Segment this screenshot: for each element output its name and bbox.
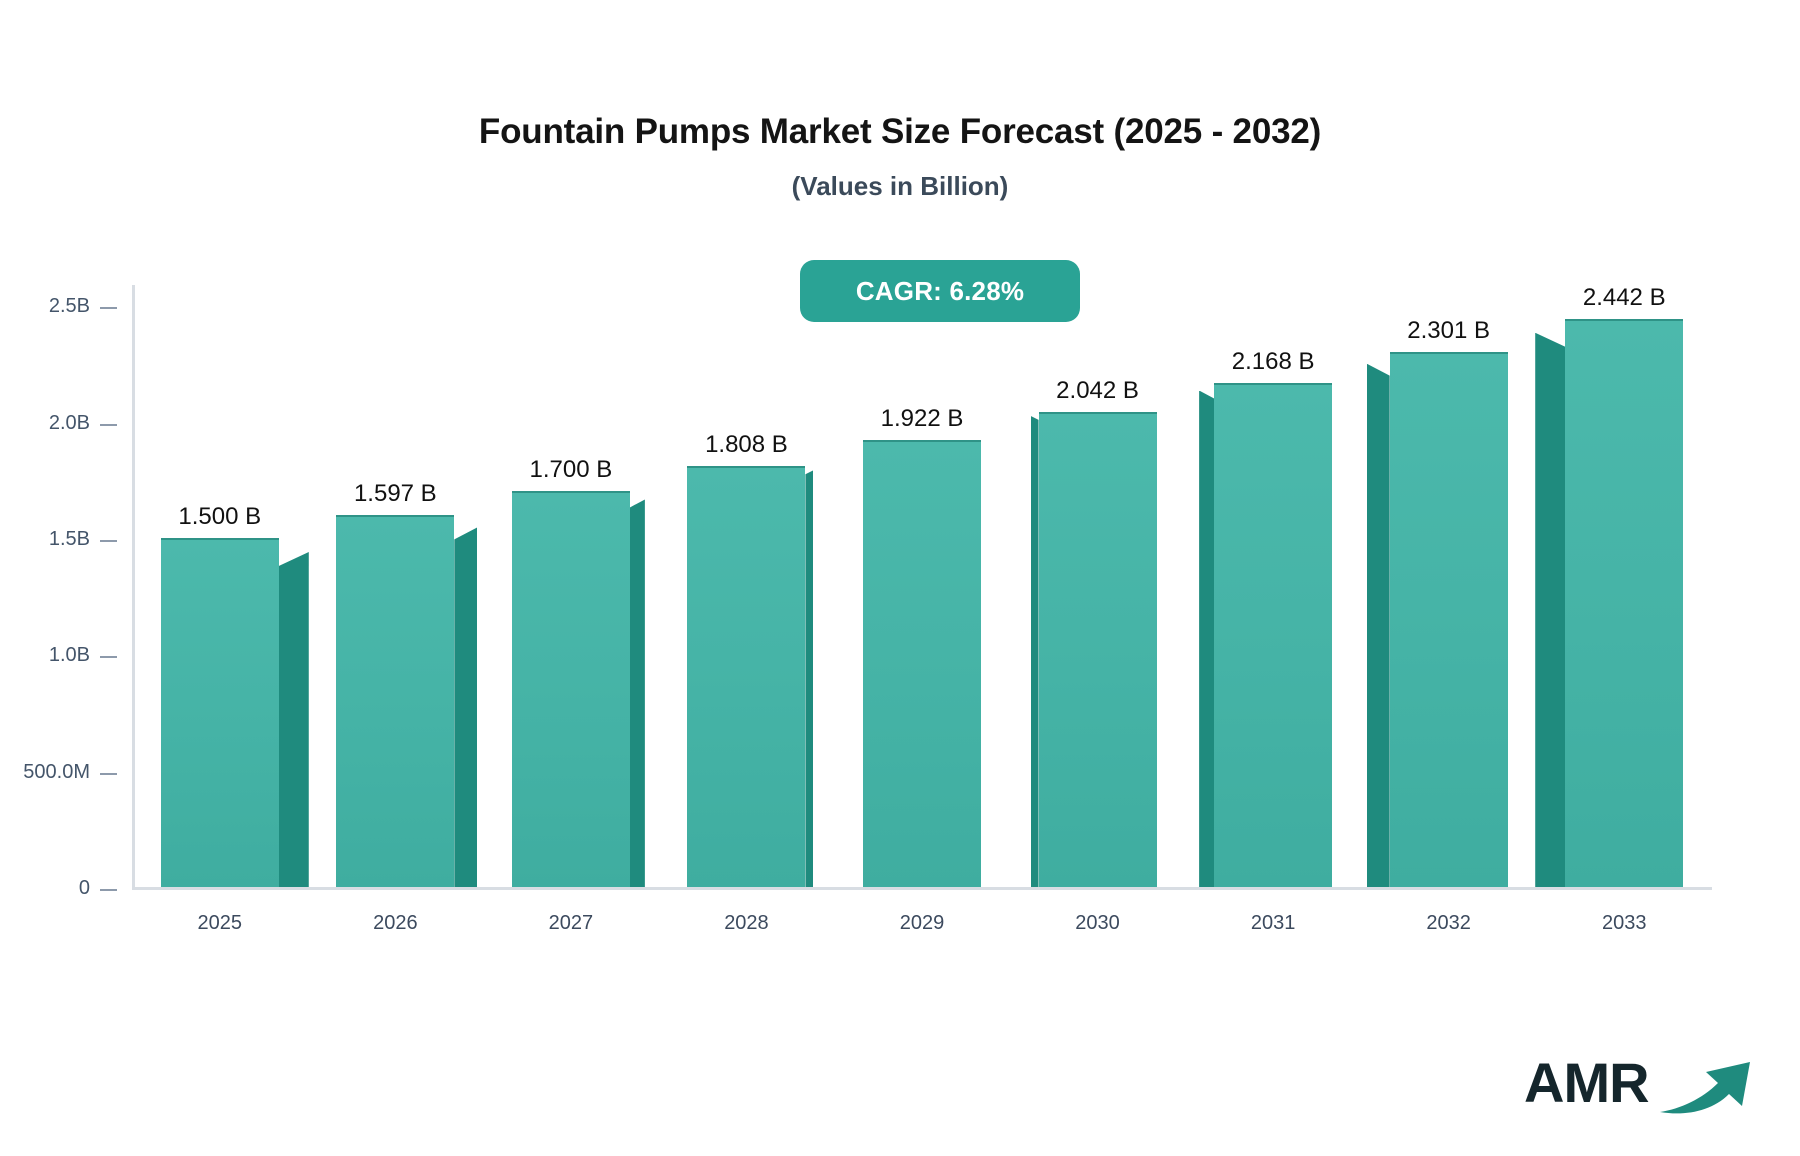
bar-top-edge (336, 515, 455, 518)
bar-column[interactable] (132, 462, 1712, 887)
bar-side-face (454, 527, 478, 887)
bar-front-face (160, 537, 279, 887)
bar-value-label: 1.597 B (353, 480, 437, 508)
y-axis-tick-mark (100, 656, 117, 659)
bar-front-face (336, 515, 455, 887)
x-axis-tick-label: 2031 (1250, 912, 1296, 934)
amr-logo: AMR (1524, 1042, 1754, 1124)
bar-top-edge (160, 537, 279, 540)
y-axis-tick-mark (100, 307, 117, 310)
bar-column[interactable] (132, 408, 1712, 887)
cagr-badge-label: CAGR: 6.28% (855, 275, 1025, 306)
y-axis-tick-mark (100, 889, 117, 891)
bar-column[interactable] (132, 379, 1712, 887)
y-axis-tick-label: 2.0B (48, 411, 90, 434)
bar-top-edge (863, 439, 981, 442)
x-axis-tick-label: 2028 (724, 912, 769, 934)
x-axis-tick-label: 2027 (548, 912, 594, 934)
y-axis-tick-label: 0 (78, 877, 90, 899)
bar-front-face (1389, 351, 1508, 887)
bar-value-label: 2.442 B (1582, 283, 1666, 311)
y-axis-tick-label: 1.0B (48, 644, 90, 667)
bar-column[interactable] (132, 487, 1712, 887)
chart-subtitle: (Values in Billion) (791, 170, 1009, 201)
bar-front-face (1038, 411, 1157, 887)
bar-side-face (629, 499, 645, 887)
y-axis-tick-mark (100, 539, 117, 542)
bar-front-face (1565, 318, 1684, 887)
bar-top-edge (511, 491, 630, 494)
bar-side-face (805, 470, 814, 887)
bar-side-face (1366, 363, 1390, 887)
bar-front-face (511, 491, 630, 887)
bar-value-label: 2.168 B (1231, 347, 1315, 375)
bar-top-edge (1038, 411, 1157, 414)
x-axis-tick-label: 2030 (1075, 912, 1120, 934)
amr-logo-text: AMR (1524, 1051, 1650, 1114)
bar-front-face (1214, 382, 1333, 887)
bar-column[interactable] (132, 348, 1712, 887)
bar-column[interactable] (132, 315, 1712, 887)
growth-arrow-icon (1660, 1062, 1750, 1114)
y-axis-tick-label: 500.0M (23, 760, 90, 783)
plot-area: 0 500.0M 1.0B 1.5B 2.0B 2.5B 1.500 B 1.597 B 1.… (23, 283, 1712, 934)
page-title: Fountain Pumps Market Size Forecast (202… (478, 112, 1322, 151)
cagr-badge: CAGR: 6.28% (800, 260, 1080, 322)
y-axis-tick-mark (100, 772, 117, 775)
bar-value-label: 1.922 B (880, 404, 964, 432)
x-axis-tick-label: 2026 (373, 912, 418, 934)
bar-top-edge (687, 466, 806, 469)
bar-front-face (687, 466, 806, 887)
x-axis-tick-label: 2025 (197, 912, 243, 934)
bar-side-face (1199, 390, 1215, 887)
bar-value-label: 1.500 B (178, 502, 262, 530)
y-axis-tick-mark (100, 423, 117, 426)
bar-front-face (863, 439, 981, 887)
bar-top-edge (1565, 318, 1684, 321)
bar-side-face (1535, 332, 1566, 887)
bar-value-label: 2.042 B (1056, 376, 1139, 404)
x-axis-tick-label: 2029 (899, 912, 945, 934)
x-axis-tick-label: 2033 (1601, 912, 1647, 934)
bar-value-label: 1.808 B (705, 431, 788, 459)
bar-column[interactable] (132, 436, 1712, 887)
bar-side-face (1030, 415, 1039, 887)
bar-column[interactable] (132, 511, 1712, 887)
y-axis-tick-label: 1.5B (48, 527, 90, 550)
bar-top-edge (1389, 351, 1508, 354)
y-axis-line (132, 285, 135, 890)
bar-top-edge (1214, 382, 1333, 385)
bar-column[interactable] (132, 534, 1712, 887)
title-block: Fountain Pumps Market Size Forecast (202… (0, 110, 1800, 202)
y-axis-tick-label: 2.5B (48, 295, 90, 318)
x-axis-tick-label: 2032 (1426, 912, 1471, 934)
x-axis-line (132, 887, 1712, 890)
bar-value-label: 2.301 B (1407, 316, 1491, 344)
bar-side-face (278, 551, 309, 887)
bar-value-label: 1.700 B (529, 456, 613, 484)
